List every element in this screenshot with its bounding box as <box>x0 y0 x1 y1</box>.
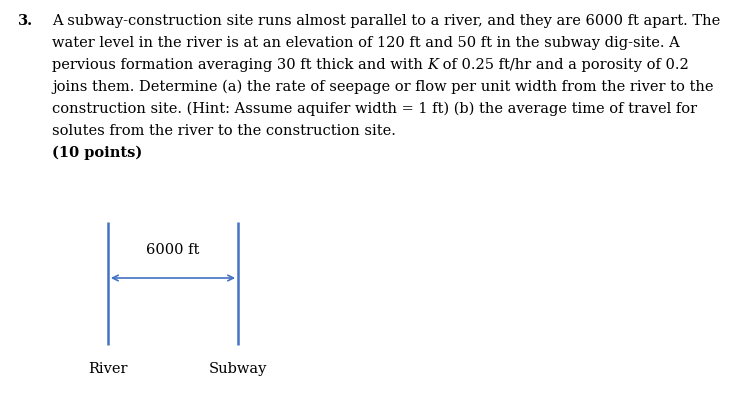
Text: construction site. (Hint: Assume aquifer width = 1 ft) (b) the average time of t: construction site. (Hint: Assume aquifer… <box>52 102 697 116</box>
Text: K: K <box>428 58 438 72</box>
Text: solutes from the river to the construction site.: solutes from the river to the constructi… <box>52 124 396 138</box>
Text: (10 points): (10 points) <box>52 146 142 160</box>
Text: A subway-construction site runs almost parallel to a river, and they are 6000 ft: A subway-construction site runs almost p… <box>52 14 721 28</box>
Text: water level in the river is at an elevation of 120 ft and 50 ft in the subway di: water level in the river is at an elevat… <box>52 36 680 50</box>
Text: joins them. Determine (a) the rate of seepage or flow per unit width from the ri: joins them. Determine (a) the rate of se… <box>52 80 714 95</box>
Text: pervious formation averaging 30 ft thick and with: pervious formation averaging 30 ft thick… <box>52 58 428 72</box>
Text: Subway: Subway <box>209 362 267 376</box>
Text: 6000 ft: 6000 ft <box>146 243 200 257</box>
Text: 3.: 3. <box>18 14 33 28</box>
Text: River: River <box>88 362 128 376</box>
Text: of 0.25 ft/hr and a porosity of 0.2: of 0.25 ft/hr and a porosity of 0.2 <box>438 58 689 72</box>
